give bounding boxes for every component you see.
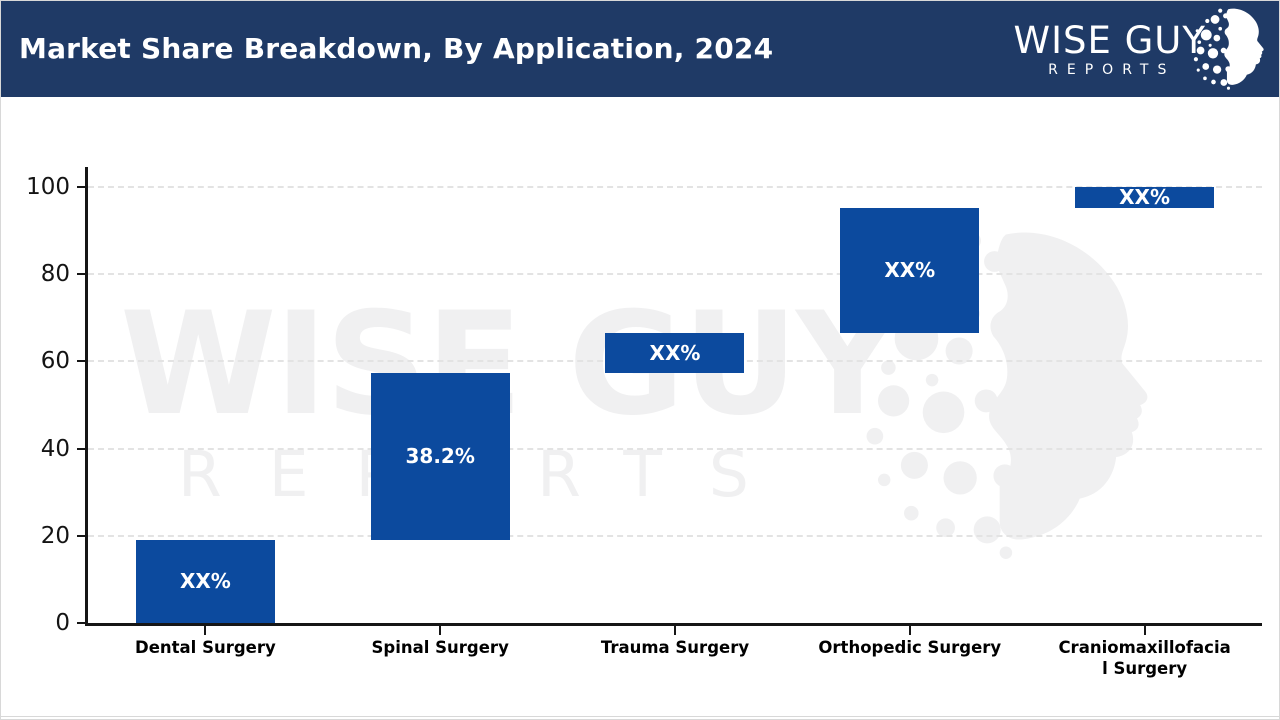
y-tick-40 [77, 447, 85, 450]
x-axis-line [85, 623, 1262, 626]
bar-orthopedic-surgery: XX% [840, 207, 980, 333]
y-tick-80 [77, 273, 85, 276]
y-tick-0 [77, 622, 85, 624]
x-tick-label-2: Trauma Surgery [600, 638, 750, 657]
bar-craniomaxillofacial-surgery: XX% [1075, 185, 1215, 210]
logo: WISE GUY REPORTS [1014, 4, 1268, 90]
y-tick-label-100: 100 [26, 174, 70, 200]
header: Market Share Breakdown, By Application, … [0, 0, 1280, 97]
x-tick-label-1: Spinal Surgery [371, 638, 509, 657]
logo-head-icon [1193, 8, 1264, 90]
y-tick-100 [77, 186, 85, 188]
y-tick-label-80: 80 [40, 261, 70, 288]
x-tick-label-4: Craniomaxillofacia l Surgery [1058, 638, 1231, 678]
bar-trauma-surgery: XX% [605, 332, 745, 374]
x-tick-2 [674, 626, 676, 635]
gridline-100 [88, 186, 1262, 188]
bar-value-label: XX% [1119, 185, 1171, 210]
bar-value-label: 38.2% [405, 444, 475, 469]
x-tick-4 [1143, 626, 1146, 635]
y-axis-line [85, 167, 88, 626]
logo-wordmark: WISE GUY [1013, 19, 1206, 63]
bar-value-label: XX% [179, 569, 231, 594]
x-tick-label-0: Dental Surgery [135, 638, 276, 657]
bar-value-label: XX% [884, 258, 936, 283]
plot-area: 0 20 40 60 80 100 XX% 38.2% XX% XX% XX% Dental Surg… [26, 167, 1262, 678]
x-tick-3 [908, 626, 911, 635]
y-tick-label-40: 40 [40, 435, 70, 462]
y-tick-60 [77, 360, 85, 363]
logo-reports-text: REPORTS [1048, 61, 1176, 78]
gridline-80 [88, 273, 1262, 276]
x-tick-0 [204, 626, 207, 635]
x-tick-label-3: Orthopedic Surgery [818, 638, 1002, 657]
gridline-40 [88, 447, 1262, 450]
logo-text: WISE GUY REPORTS [1013, 19, 1206, 78]
y-tick-20 [77, 534, 85, 537]
page-title: Market Share Breakdown, By Application, … [19, 32, 774, 65]
bottom-divider [0, 716, 1280, 717]
gridline-20 [88, 534, 1262, 537]
y-tick-label-20: 20 [40, 522, 70, 549]
y-tick-label-60: 60 [40, 348, 70, 375]
bar-value-label: XX% [649, 340, 701, 365]
bar-dental-surgery: XX% [135, 539, 275, 623]
y-tick-label-0: 0 [55, 610, 70, 636]
x-tick-1 [439, 626, 442, 635]
bar-spinal-surgery: 38.2% [370, 373, 510, 540]
